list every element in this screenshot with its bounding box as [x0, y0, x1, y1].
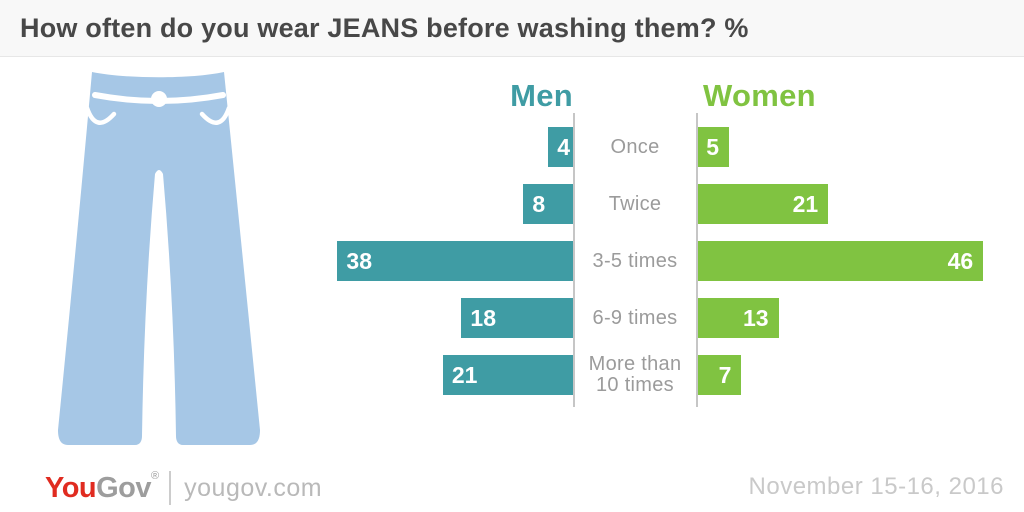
men-bar-value: 21 — [451, 361, 478, 388]
series-header-men: Men — [510, 78, 573, 113]
men-bar-value: 8 — [532, 190, 546, 217]
survey-date: November 15-16, 2016 — [748, 473, 1004, 500]
page-title: How often do you wear JEANS before washi… — [20, 12, 749, 43]
axis-line-right — [696, 113, 698, 407]
men-bar: 4 — [548, 127, 573, 167]
women-bar: 21 — [698, 184, 829, 224]
logo-gov-text: Gov — [96, 471, 152, 504]
logo-you-text: You — [45, 471, 97, 504]
women-bar-value: 21 — [792, 190, 819, 217]
men-bar: 21 — [442, 355, 573, 395]
yougov-logo: You Gov ® yougov.com — [45, 468, 322, 508]
women-bar-value: 46 — [947, 247, 974, 274]
men-bar: 18 — [461, 298, 573, 338]
category-label: Twice — [608, 192, 662, 215]
women-bar: 5 — [698, 127, 729, 167]
category-label: More than 10 times — [588, 353, 682, 396]
jeans-icon — [58, 72, 260, 445]
men-bar-value: 4 — [557, 133, 570, 160]
men-bar-value: 38 — [346, 247, 372, 274]
women-bar: 46 — [698, 241, 984, 281]
women-bar-value: 7 — [718, 361, 732, 388]
men-bar: 8 — [523, 184, 573, 224]
women-bar: 7 — [698, 355, 742, 395]
logo-divider — [169, 471, 172, 505]
women-bar-value: 5 — [706, 133, 719, 160]
header-band: How often do you wear JEANS before washi… — [0, 0, 1024, 57]
men-bar-value: 18 — [470, 304, 496, 331]
logo-site-url: yougov.com — [184, 473, 323, 502]
category-label: Once — [610, 135, 660, 158]
axis-line-left — [573, 113, 575, 407]
women-bar-value: 13 — [743, 304, 769, 331]
category-label: 3-5 times — [592, 249, 678, 272]
category-label: 6-9 times — [592, 306, 678, 329]
logo-trademark: ® — [151, 470, 160, 482]
men-bar: 38 — [337, 241, 573, 281]
series-header-women: Women — [703, 78, 816, 113]
women-bar: 13 — [698, 298, 779, 338]
